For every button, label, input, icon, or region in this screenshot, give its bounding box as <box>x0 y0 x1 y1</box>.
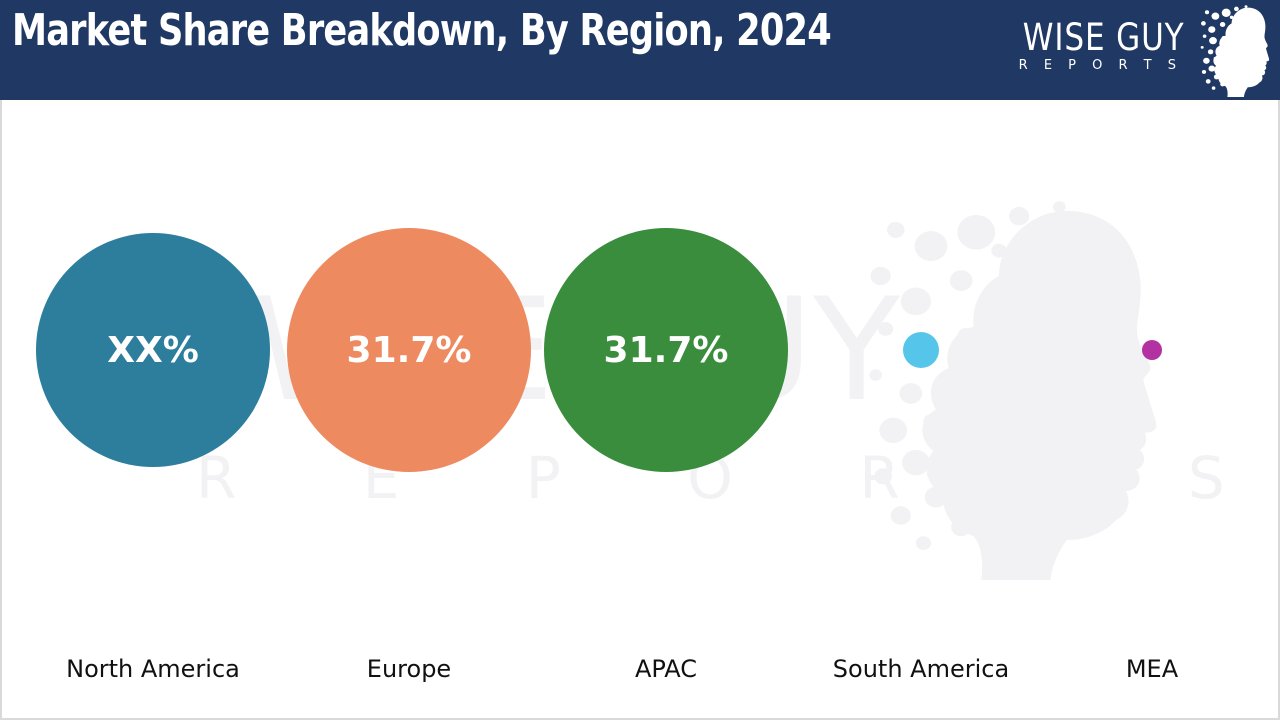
logo-subtext: R E P O R T S <box>1018 58 1182 73</box>
bubble-apac: 31.7% <box>544 228 788 472</box>
bubble-plot: XX% North America 31.7% Europe 31.7% APAC Sout… <box>0 100 1280 720</box>
logo-wordmark: WISE GUY <box>1022 16 1184 59</box>
bubble-value-label: 31.7% <box>603 329 729 371</box>
bubble-mea <box>1142 340 1162 360</box>
wiseguy-face-icon <box>1198 5 1270 97</box>
category-label-apac: APAC <box>634 655 698 683</box>
category-label-europe: Europe <box>366 655 452 683</box>
category-label-north-america: North America <box>66 655 240 683</box>
bubble-value-label: XX% <box>107 329 199 371</box>
bubble-north-america: XX% <box>36 233 270 467</box>
bubble-south-america <box>903 332 939 368</box>
bubble-value-label: 31.7% <box>346 329 472 371</box>
chart-area: WISE GUY R E P O R T S XX%North America3… <box>0 100 1280 720</box>
category-label-mea: MEA <box>1125 655 1179 683</box>
header: Market Share Breakdown, By Region, 2024 … <box>0 0 1280 100</box>
page-title: Market Share Breakdown, By Region, 2024 <box>12 5 832 56</box>
category-label-south-america: South America <box>832 655 1010 683</box>
bubble-europe: 31.7% <box>287 228 531 472</box>
